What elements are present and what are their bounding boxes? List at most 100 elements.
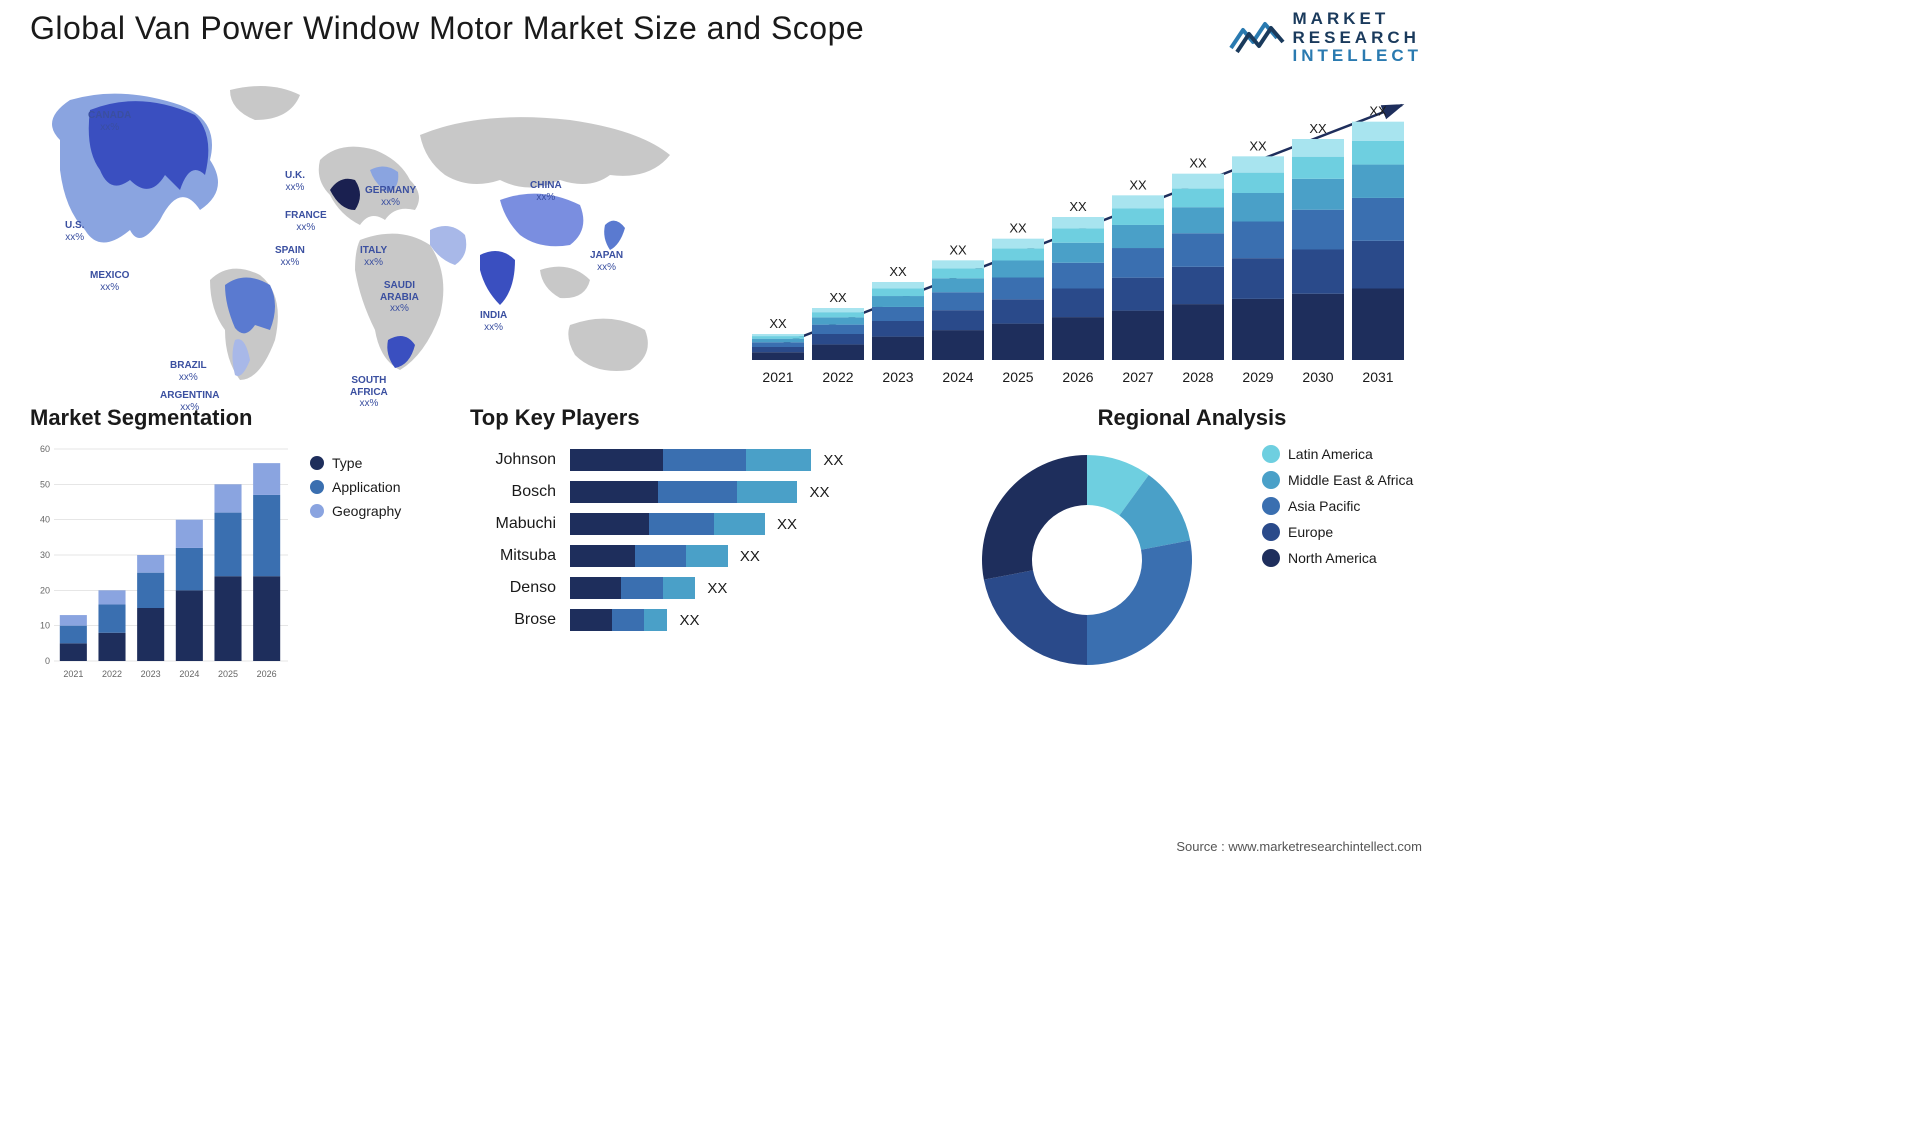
player-row: Mitsuba XX <box>470 545 930 567</box>
player-name: Denso <box>470 579 570 597</box>
player-value: XX <box>740 548 760 565</box>
svg-text:40: 40 <box>40 515 50 525</box>
forecast-bar-label: XX <box>1129 177 1147 192</box>
player-name: Bosch <box>470 483 570 501</box>
logo-line2: RESEARCH <box>1293 29 1423 48</box>
regional-legend-item: North America <box>1262 549 1422 567</box>
regional-panel: Regional Analysis Latin America Middle Ea… <box>962 405 1422 700</box>
forecast-chart: XX 2021 XX 2022 XX 2023 XX 2024 XX 2025 XX 2026 XX 20… <box>742 80 1422 390</box>
map-country-label: ITALYxx% <box>360 245 387 268</box>
svg-text:2024: 2024 <box>179 669 199 679</box>
donut-slice <box>984 570 1087 665</box>
svg-text:20: 20 <box>40 585 50 595</box>
player-value: XX <box>809 484 829 501</box>
forecast-bar-label: XX <box>769 316 787 331</box>
regional-legend-item: Europe <box>1262 523 1422 541</box>
player-name: Johnson <box>470 451 570 469</box>
map-country-label: U.S.xx% <box>65 220 84 243</box>
player-bar <box>570 609 667 631</box>
forecast-year-label: 2025 <box>1002 369 1033 385</box>
forecast-bar-label: XX <box>949 242 967 257</box>
player-bar <box>570 577 695 599</box>
donut-slice <box>982 455 1087 580</box>
world-map-svg <box>30 80 710 390</box>
donut-slice <box>1087 540 1192 665</box>
svg-text:2026: 2026 <box>257 669 277 679</box>
player-row: Bosch XX <box>470 481 930 503</box>
svg-text:10: 10 <box>40 621 50 631</box>
player-name: Brose <box>470 611 570 629</box>
page-title: Global Van Power Window Motor Market Siz… <box>30 10 864 47</box>
map-country-label: MEXICOxx% <box>90 270 129 293</box>
svg-text:60: 60 <box>40 444 50 454</box>
player-bar <box>570 545 728 567</box>
players-chart: Johnson XXBosch XXMabuchi XXMitsuba XXDe… <box>470 449 930 631</box>
player-value: XX <box>707 580 727 597</box>
brand-logo: MARKET RESEARCH INTELLECT <box>1229 10 1423 66</box>
players-title: Top Key Players <box>470 405 930 431</box>
map-country-label: JAPANxx% <box>590 250 623 273</box>
regional-legend-item: Middle East & Africa <box>1262 471 1422 489</box>
player-row: Mabuchi XX <box>470 513 930 535</box>
map-country-label: CHINAxx% <box>530 180 562 203</box>
regional-donut <box>972 445 1202 675</box>
forecast-year-label: 2029 <box>1242 369 1273 385</box>
svg-text:2021: 2021 <box>63 669 83 679</box>
logo-icon <box>1229 18 1285 58</box>
segmentation-panel: Market Segmentation 01020304050602021202… <box>30 405 450 700</box>
forecast-year-label: 2030 <box>1302 369 1333 385</box>
player-row: Denso XX <box>470 577 930 599</box>
segmentation-legend-item: Application <box>310 479 401 495</box>
segmentation-legend-item: Geography <box>310 503 401 519</box>
forecast-bar-label: XX <box>889 264 907 279</box>
player-name: Mabuchi <box>470 515 570 533</box>
regional-legend-item: Latin America <box>1262 445 1422 463</box>
player-name: Mitsuba <box>470 547 570 565</box>
forecast-year-label: 2026 <box>1062 369 1093 385</box>
player-bar <box>570 481 797 503</box>
svg-text:30: 30 <box>40 550 50 560</box>
player-value: XX <box>823 452 843 469</box>
segmentation-chart: 0 10 20 30 40 50 60 2021 2022 2023 2024 2025 2026 <box>30 443 290 683</box>
regional-legend: Latin America Middle East & Africa Asia Pa… <box>1262 445 1422 575</box>
map-country-label: BRAZILxx% <box>170 360 207 383</box>
player-value: XX <box>679 612 699 629</box>
map-country-label: U.K.xx% <box>285 170 305 193</box>
segmentation-legend: Type Application Geography <box>310 455 401 527</box>
forecast-bar-label: XX <box>829 290 847 305</box>
player-bar <box>570 513 765 535</box>
map-country-label: CANADAxx% <box>88 110 131 133</box>
svg-text:2023: 2023 <box>141 669 161 679</box>
forecast-bar-label: XX <box>1309 121 1327 136</box>
forecast-year-label: 2023 <box>882 369 913 385</box>
forecast-year-label: 2022 <box>822 369 853 385</box>
map-country-label: FRANCExx% <box>285 210 327 233</box>
forecast-bar-label: XX <box>1189 156 1207 171</box>
forecast-year-label: 2031 <box>1362 369 1393 385</box>
forecast-year-label: 2027 <box>1122 369 1153 385</box>
svg-text:0: 0 <box>45 656 50 666</box>
player-row: Brose XX <box>470 609 930 631</box>
player-value: XX <box>777 516 797 533</box>
world-map-panel: CANADAxx%U.S.xx%MEXICOxx%BRAZILxx%ARGENT… <box>30 80 710 390</box>
player-row: Johnson XX <box>470 449 930 471</box>
logo-line1: MARKET <box>1293 10 1423 29</box>
map-country-label: INDIAxx% <box>480 310 507 333</box>
forecast-svg: XX 2021 XX 2022 XX 2023 XX 2024 XX 2025 XX 2026 XX 20… <box>742 80 1422 390</box>
forecast-year-label: 2024 <box>942 369 973 385</box>
forecast-year-label: 2021 <box>762 369 793 385</box>
svg-text:2025: 2025 <box>218 669 238 679</box>
segmentation-legend-item: Type <box>310 455 401 471</box>
svg-text:2022: 2022 <box>102 669 122 679</box>
forecast-bar-label: XX <box>1249 138 1267 153</box>
forecast-bar-label: XX <box>1009 221 1027 236</box>
map-country-label: GERMANYxx% <box>365 185 416 208</box>
regional-title: Regional Analysis <box>962 405 1422 431</box>
logo-line3: INTELLECT <box>1293 47 1423 66</box>
regional-legend-item: Asia Pacific <box>1262 497 1422 515</box>
svg-text:50: 50 <box>40 479 50 489</box>
forecast-bar-label: XX <box>1069 199 1087 214</box>
map-country-label: SAUDIARABIAxx% <box>380 280 419 315</box>
player-bar <box>570 449 811 471</box>
forecast-bar-label: XX <box>1369 104 1387 119</box>
